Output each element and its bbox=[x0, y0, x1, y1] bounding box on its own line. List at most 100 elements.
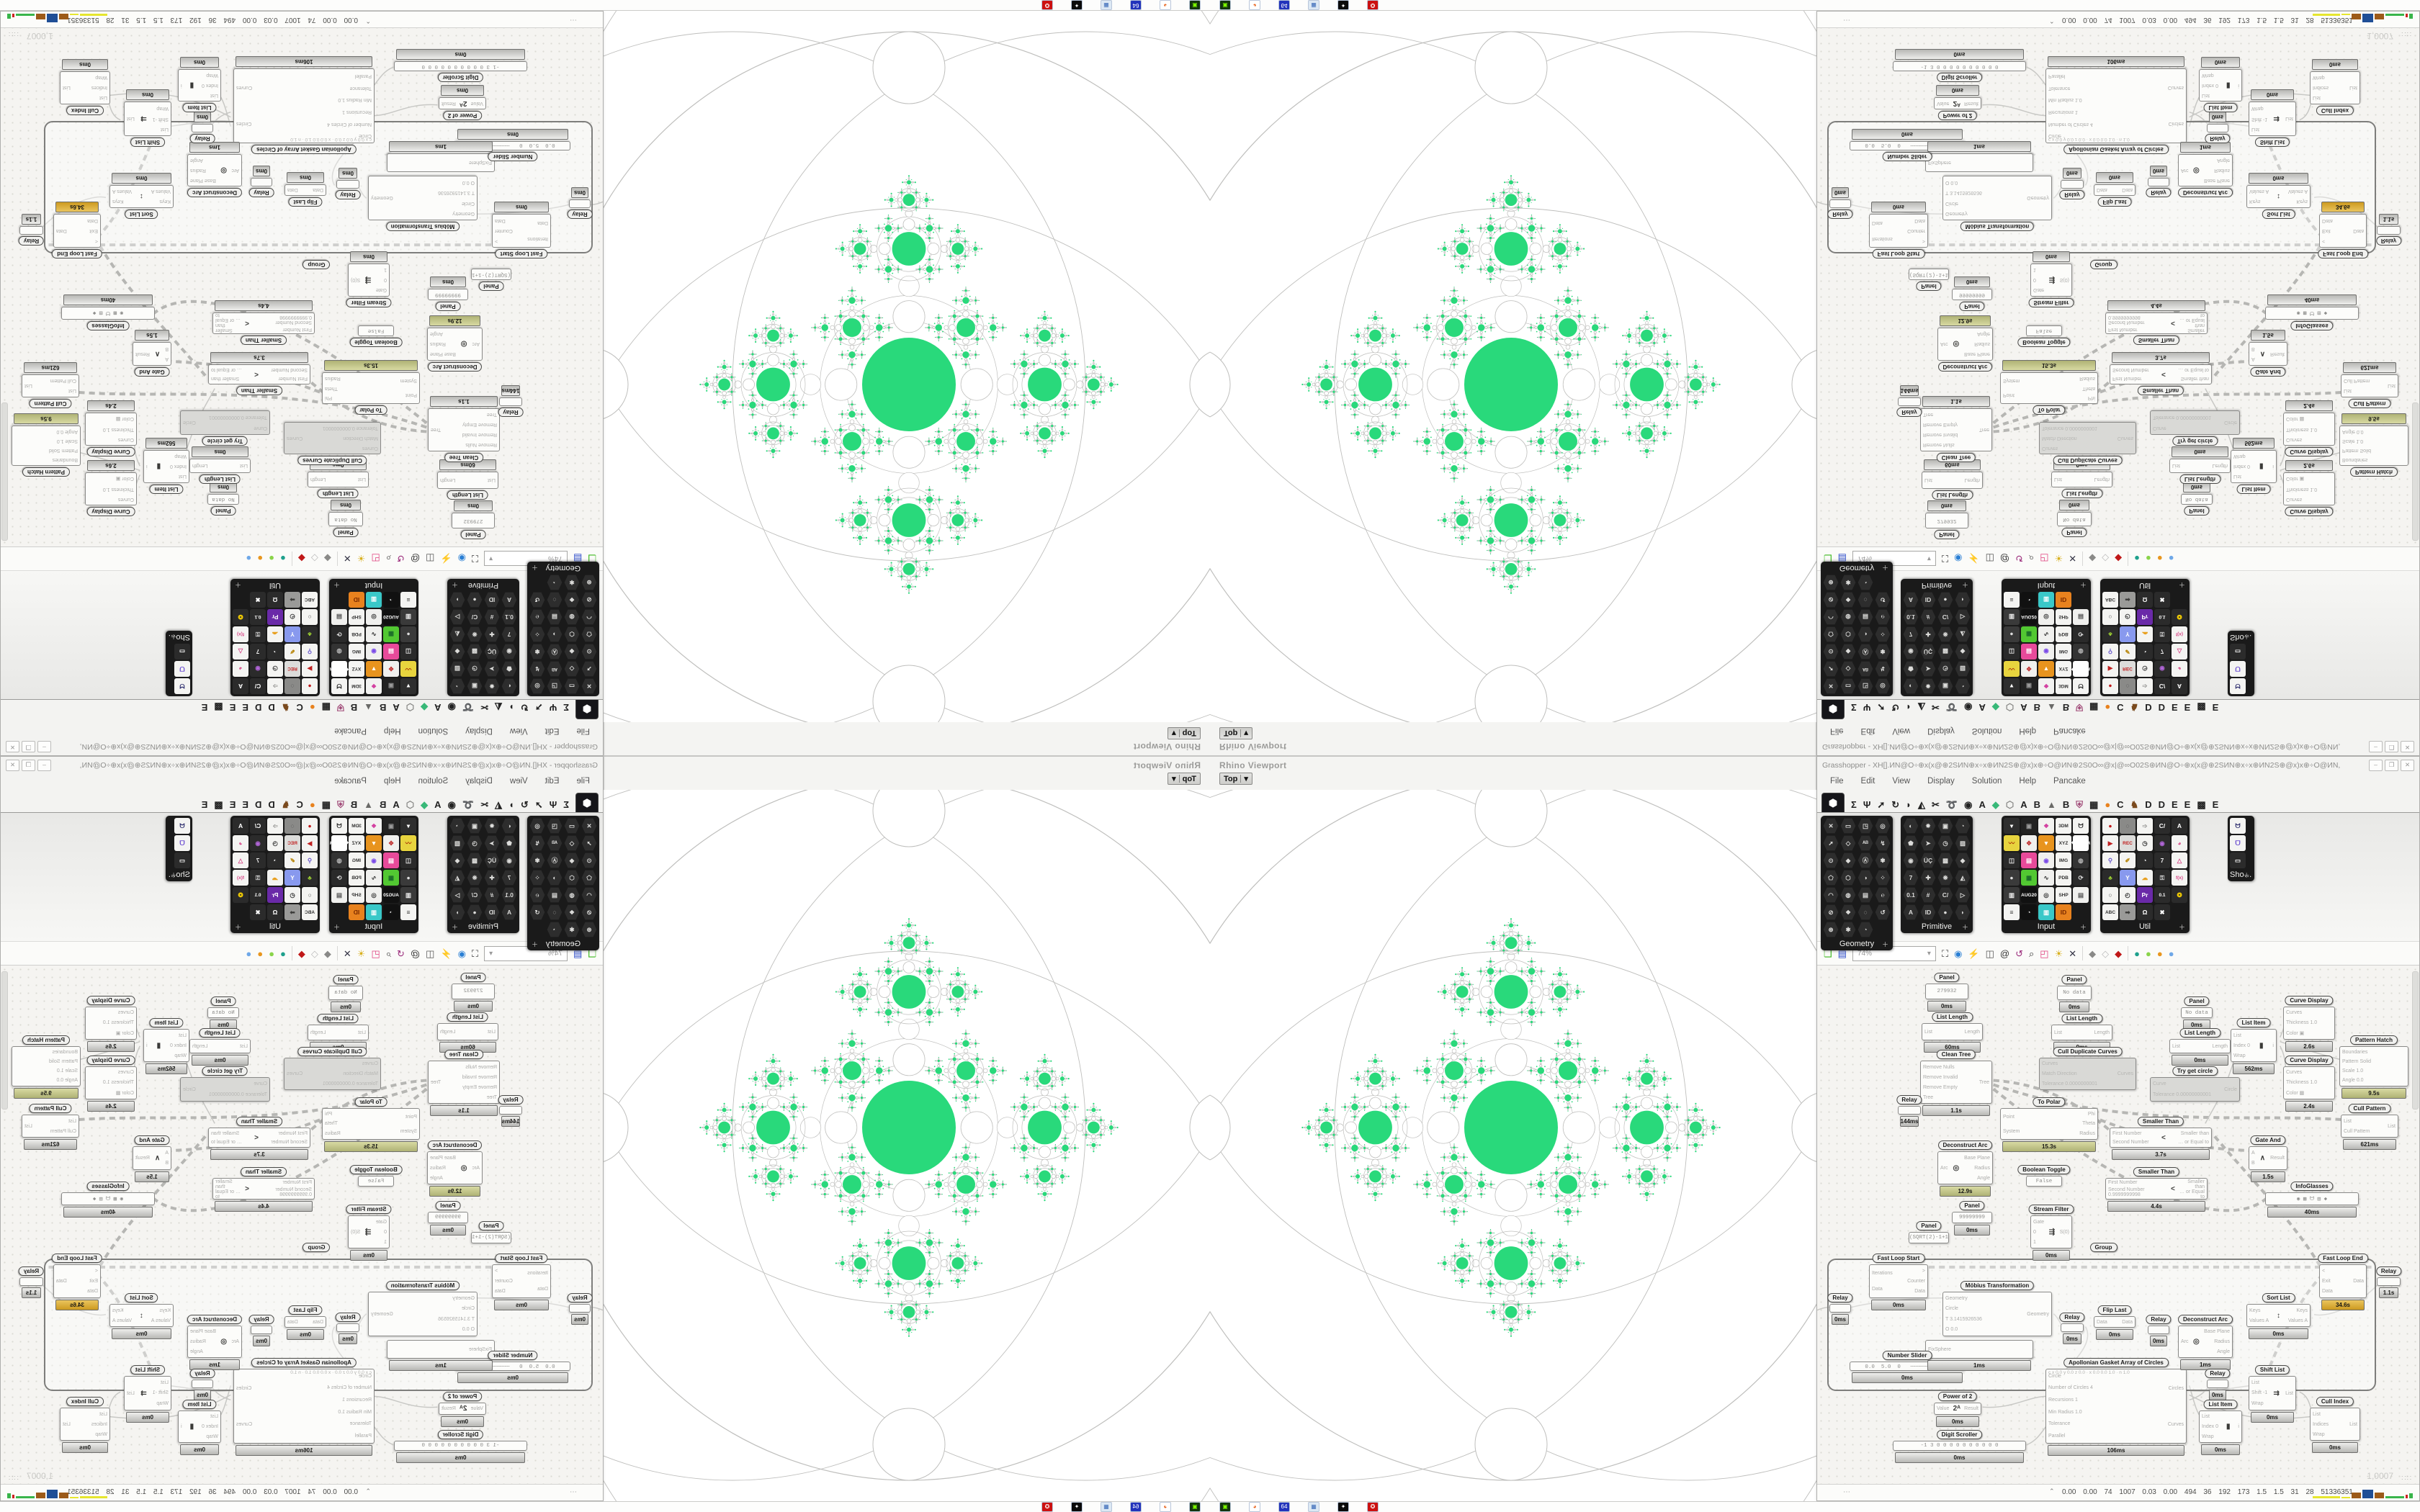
gh-node-list-item[interactable]: List Item List Index 0 Wrap ▮ i 562ms bbox=[143, 438, 189, 494]
node-body[interactable]: FixSphere bbox=[1925, 153, 2033, 172]
component-icon[interactable]: ⬡ bbox=[1840, 626, 1856, 642]
apollonian-fractal-view[interactable] bbox=[604, 11, 1210, 722]
output-port[interactable]: Data bbox=[2122, 1319, 2133, 1325]
node-body[interactable]: Geometry Circle T 3.1415926536 O 0.0 Geometr… bbox=[1942, 1292, 2052, 1336]
component-icon[interactable]: ABC bbox=[2102, 904, 2118, 920]
component-tab-7[interactable]: ✂ bbox=[1932, 799, 1940, 810]
component-tab-15[interactable]: ▲ bbox=[2046, 799, 2056, 810]
component-icon[interactable]: ◠ bbox=[581, 887, 597, 903]
menu-item-file[interactable]: File bbox=[576, 726, 590, 735]
component-icon[interactable]: ✾ bbox=[529, 644, 545, 660]
gh-node-clean-tree[interactable]: Clean Tree Remove Nulls Remove Invalid Remo… bbox=[428, 1050, 500, 1116]
output-port[interactable]: Counter bbox=[1907, 228, 1925, 234]
component-icon[interactable]: ▾ bbox=[400, 818, 416, 834]
gh-node-panel[interactable]: Panel 99999999 0ms bbox=[1952, 276, 1992, 311]
input-port[interactable]: O 0.0 bbox=[1945, 179, 1958, 185]
component-icon[interactable]: ▭ bbox=[174, 852, 190, 868]
component-icon[interactable]: △ bbox=[2172, 852, 2187, 868]
gh-node-anonymous[interactable]: FixSphere 1ms bbox=[387, 1340, 495, 1371]
component-icon[interactable]: ✱ bbox=[564, 575, 580, 590]
output-port[interactable]: Curves bbox=[2167, 85, 2184, 91]
maximize-button[interactable]: ❐ bbox=[22, 741, 35, 752]
gh-node-panel[interactable]: Panel No data 0ms bbox=[328, 975, 363, 1012]
component-icon[interactable]: ▶ bbox=[302, 835, 318, 851]
toolbar-icon[interactable]: ◆ bbox=[2089, 948, 2097, 959]
component-icon[interactable]: ▣ bbox=[467, 818, 483, 834]
component-icon[interactable]: △ bbox=[233, 852, 248, 868]
panel-expand-icon[interactable]: ＋ bbox=[2243, 871, 2250, 879]
component-icon[interactable]: ▭ bbox=[2230, 644, 2246, 660]
input-port[interactable]: Scale 1.0 bbox=[56, 438, 78, 444]
node-body[interactable]: Geometry Circle T 3.1415926536 O 0.0 Geometr… bbox=[1942, 176, 2052, 220]
input-port[interactable]: Angle 0.0 bbox=[56, 1078, 78, 1083]
calculator-icon[interactable]: ▦ bbox=[1101, 0, 1112, 10]
input-port[interactable]: T 3.1415926536 bbox=[1945, 190, 1982, 196]
component-tab-15[interactable]: ▲ bbox=[364, 799, 374, 810]
gpu-monitor-icon[interactable]: ▣ bbox=[1219, 0, 1231, 10]
node-body[interactable]: ◉ ▦ ᗢ ▤ ◆ bbox=[61, 1192, 155, 1205]
component-icon[interactable]: ℮ bbox=[1875, 609, 1891, 625]
panel-expand-icon[interactable]: ＋ bbox=[532, 940, 539, 948]
component-tab-3[interactable]: ➚ bbox=[534, 702, 543, 713]
component-icon[interactable]: ◔ bbox=[2021, 904, 2037, 920]
node-body[interactable]: Gate 0 1 ⇶ S(0) bbox=[2030, 264, 2072, 297]
input-port[interactable]: Circle bbox=[1945, 200, 1958, 206]
toolbar-icon[interactable]: ⚡ bbox=[440, 948, 452, 959]
component-icon[interactable]: ✥ bbox=[2021, 661, 2037, 677]
node-body[interactable]: Iterations Data > Counter Data bbox=[492, 214, 551, 248]
gh-node-relay[interactable]: Relay 0ms bbox=[335, 1313, 361, 1344]
component-icon[interactable]: 7 bbox=[2154, 852, 2170, 868]
node-body[interactable]: Iterations Data > Counter Data bbox=[1869, 1264, 1928, 1298]
output-port[interactable]: List bbox=[2285, 116, 2293, 122]
input-port[interactable]: List bbox=[1924, 477, 1932, 483]
input-port[interactable]: Value bbox=[470, 1406, 483, 1411]
component-icon[interactable]: ▥ bbox=[400, 887, 416, 903]
input-port[interactable]: First Number bbox=[278, 376, 308, 382]
component-icon[interactable]: ⬠ bbox=[581, 870, 597, 886]
gh-node-stream-filter[interactable]: Stream Filter Gate 0 1 ⇶ S(0) 0ms bbox=[2028, 1205, 2074, 1261]
input-port[interactable]: Tolerance bbox=[2048, 85, 2071, 91]
input-port[interactable]: Gate bbox=[2033, 287, 2045, 293]
close-button[interactable]: ✕ bbox=[2401, 741, 2414, 752]
node-body[interactable]: No data bbox=[328, 986, 363, 1000]
toolbar-icon[interactable]: ● bbox=[2134, 948, 2140, 959]
output-port[interactable]: Circle bbox=[2224, 420, 2237, 426]
component-icon[interactable]: ⊙ bbox=[1823, 852, 1839, 868]
output-port[interactable]: List bbox=[2349, 85, 2357, 91]
output-port[interactable]: Radius bbox=[1974, 341, 1990, 347]
component-icon[interactable]: ◎ bbox=[366, 887, 382, 903]
input-port[interactable]: Remove Empty bbox=[1923, 422, 1958, 428]
output-port[interactable]: > bbox=[495, 1268, 498, 1274]
input-port[interactable]: Data bbox=[313, 1319, 323, 1325]
toolbar-icon[interactable]: ◆ bbox=[297, 553, 305, 564]
panel-group-label[interactable]: Primitive ＋ bbox=[1921, 581, 1968, 590]
node-body[interactable]: List Length bbox=[2169, 1039, 2231, 1053]
component-icon[interactable]: ➡ bbox=[2120, 904, 2136, 920]
component-icon[interactable]: 〰 bbox=[400, 835, 416, 851]
component-icon[interactable]: ◳ bbox=[547, 818, 563, 834]
panel-expand-icon[interactable]: ＋ bbox=[2079, 581, 2087, 589]
calculator-icon[interactable]: ▦ bbox=[1308, 0, 1319, 10]
component-tab-26[interactable]: ▩ bbox=[2197, 799, 2206, 810]
status-collapsed-left[interactable]: ⋯ bbox=[570, 16, 577, 24]
gh-node-curve-display[interactable]: Curve Display Curves Thickness 1.0 Color ▩ 2… bbox=[2283, 400, 2335, 456]
gh-node-flip-last[interactable]: Flip Last Data Data 0ms bbox=[2094, 1305, 2136, 1340]
node-body[interactable]: A B ∧ Result bbox=[2249, 1146, 2287, 1170]
component-tab-17[interactable]: ⛨ bbox=[2076, 702, 2084, 713]
component-tab-9[interactable]: ◉ bbox=[1964, 702, 1973, 713]
node-body[interactable]: List Length bbox=[189, 1039, 251, 1053]
node-body[interactable]: Curves Thickness 1.0 Color ▩ bbox=[2283, 413, 2335, 446]
output-port[interactable]: Length bbox=[1964, 1029, 1980, 1035]
component-icon[interactable]: ● bbox=[1937, 904, 1953, 920]
component-icon[interactable]: ❂ bbox=[233, 887, 248, 903]
output-port[interactable]: Radius bbox=[1974, 1165, 1990, 1171]
output-port[interactable]: Phi bbox=[325, 1112, 333, 1117]
panel-group-label[interactable]: Geometry ＋ bbox=[1839, 940, 1888, 948]
output-port[interactable]: Base Plane bbox=[2204, 177, 2230, 183]
node-body[interactable]: No data bbox=[207, 494, 239, 505]
component-icon[interactable]: Y bbox=[2120, 626, 2136, 642]
toolbar-icon[interactable]: ↺ bbox=[2015, 948, 2023, 959]
component-icon[interactable]: ✱ bbox=[1840, 575, 1856, 590]
component-icon[interactable]: ❋ bbox=[467, 870, 483, 886]
component-tab-20[interactable]: C bbox=[2117, 799, 2124, 810]
